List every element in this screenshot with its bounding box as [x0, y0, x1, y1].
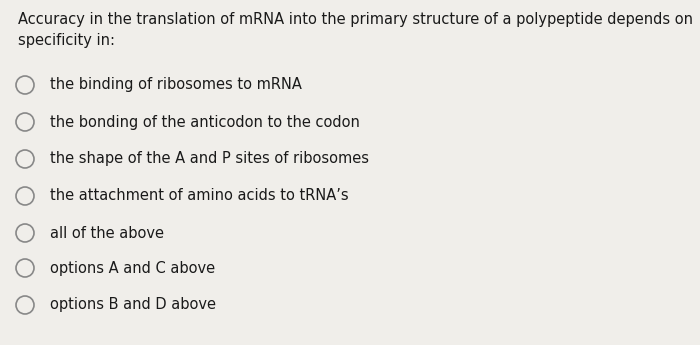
- Text: options B and D above: options B and D above: [50, 297, 216, 313]
- Text: the shape of the A and P sites of ribosomes: the shape of the A and P sites of riboso…: [50, 151, 369, 167]
- Text: the binding of ribosomes to mRNA: the binding of ribosomes to mRNA: [50, 78, 302, 92]
- Text: the bonding of the anticodon to the codon: the bonding of the anticodon to the codo…: [50, 115, 360, 129]
- Text: options A and C above: options A and C above: [50, 260, 215, 276]
- Text: the attachment of amino acids to tRNA’s: the attachment of amino acids to tRNA’s: [50, 188, 349, 204]
- Text: Accuracy in the translation of mRNA into the primary structure of a polypeptide : Accuracy in the translation of mRNA into…: [18, 12, 693, 48]
- Text: all of the above: all of the above: [50, 226, 164, 240]
